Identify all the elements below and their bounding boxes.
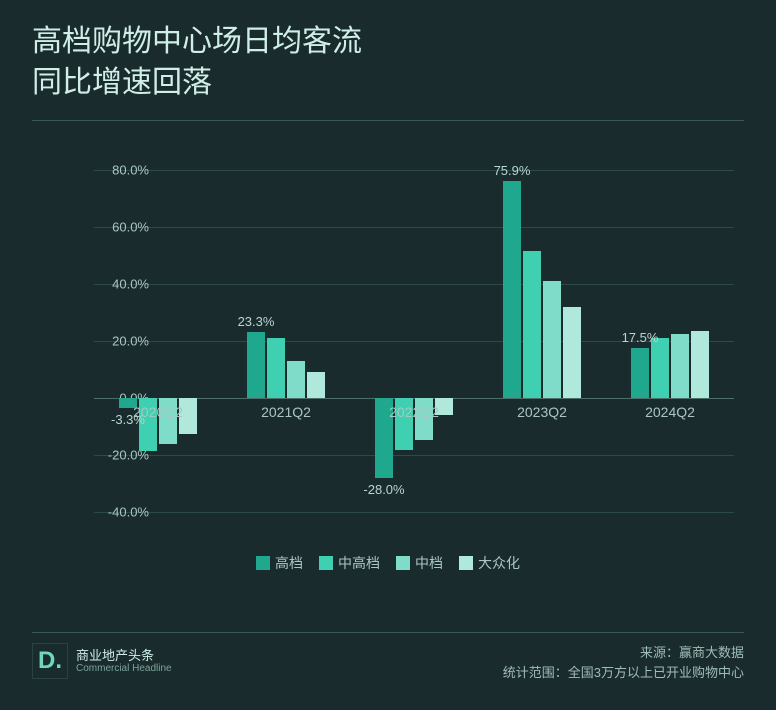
y-tick-label: -40.0% bbox=[94, 505, 149, 520]
legend-item: 中高档 bbox=[319, 553, 380, 573]
x-tick-label: 2021Q2 bbox=[261, 404, 311, 420]
value-label: 17.5% bbox=[622, 330, 659, 345]
bar bbox=[503, 181, 521, 398]
grid-line bbox=[94, 512, 734, 513]
y-tick-label: 60.0% bbox=[94, 219, 149, 234]
bar bbox=[563, 307, 581, 398]
legend-label: 高档 bbox=[275, 553, 303, 573]
bar bbox=[671, 334, 689, 398]
legend-label: 中高档 bbox=[338, 553, 380, 573]
legend: 高档 中高档 中档 大众化 bbox=[32, 553, 744, 573]
title-line-2: 同比增速回落 bbox=[32, 66, 212, 99]
legend-label: 中档 bbox=[415, 553, 443, 573]
grid-line bbox=[94, 455, 734, 456]
x-tick-label: 2024Q2 bbox=[645, 404, 695, 420]
legend-item: 中档 bbox=[396, 553, 443, 573]
value-label: 75.9% bbox=[494, 163, 531, 178]
bar bbox=[307, 372, 325, 398]
bar bbox=[543, 281, 561, 398]
value-label: 23.3% bbox=[238, 314, 275, 329]
value-label: -3.3% bbox=[111, 412, 145, 427]
title-line-1: 高档购物中心场日均客流 bbox=[32, 25, 362, 58]
value-label: -28.0% bbox=[363, 482, 404, 497]
bar bbox=[691, 331, 709, 398]
bar bbox=[523, 251, 541, 398]
legend-swatch bbox=[319, 556, 333, 570]
brand-block: D. 商业地产头条 Commercial Headline bbox=[32, 643, 172, 679]
legend-swatch bbox=[256, 556, 270, 570]
bar bbox=[651, 338, 669, 398]
bar bbox=[267, 338, 285, 398]
y-tick-label: 20.0% bbox=[94, 334, 149, 349]
legend-label: 大众化 bbox=[478, 553, 520, 573]
grid-line bbox=[94, 170, 734, 171]
x-tick-label: 2022Q2 bbox=[389, 404, 439, 420]
logo-icon: D. bbox=[32, 643, 68, 679]
chart-title: 高档购物中心场日均客流 同比增速回落 bbox=[0, 0, 776, 103]
legend-item: 大众化 bbox=[459, 553, 520, 573]
footer: D. 商业地产头条 Commercial Headline 来源：赢商大数据 统… bbox=[32, 632, 744, 682]
chart-area: -40.0%-20.0%0.0%20.0%40.0%60.0%80.0%2020… bbox=[32, 120, 744, 580]
grid-line bbox=[94, 284, 734, 285]
legend-swatch bbox=[459, 556, 473, 570]
x-tick-label: 2023Q2 bbox=[517, 404, 567, 420]
brand-sub: Commercial Headline bbox=[76, 663, 172, 674]
legend-swatch bbox=[396, 556, 410, 570]
plot-region: -40.0%-20.0%0.0%20.0%40.0%60.0%80.0%2020… bbox=[94, 141, 734, 541]
legend-item: 高档 bbox=[256, 553, 303, 573]
brand-name: 商业地产头条 bbox=[76, 648, 172, 664]
source-block: 来源：赢商大数据 统计范围：全国3万方以上已开业购物中心 bbox=[503, 643, 744, 682]
grid-line bbox=[94, 227, 734, 228]
bar bbox=[247, 332, 265, 399]
bar bbox=[287, 361, 305, 398]
bar bbox=[631, 348, 649, 398]
y-tick-label: 40.0% bbox=[94, 276, 149, 291]
y-tick-label: 80.0% bbox=[94, 162, 149, 177]
